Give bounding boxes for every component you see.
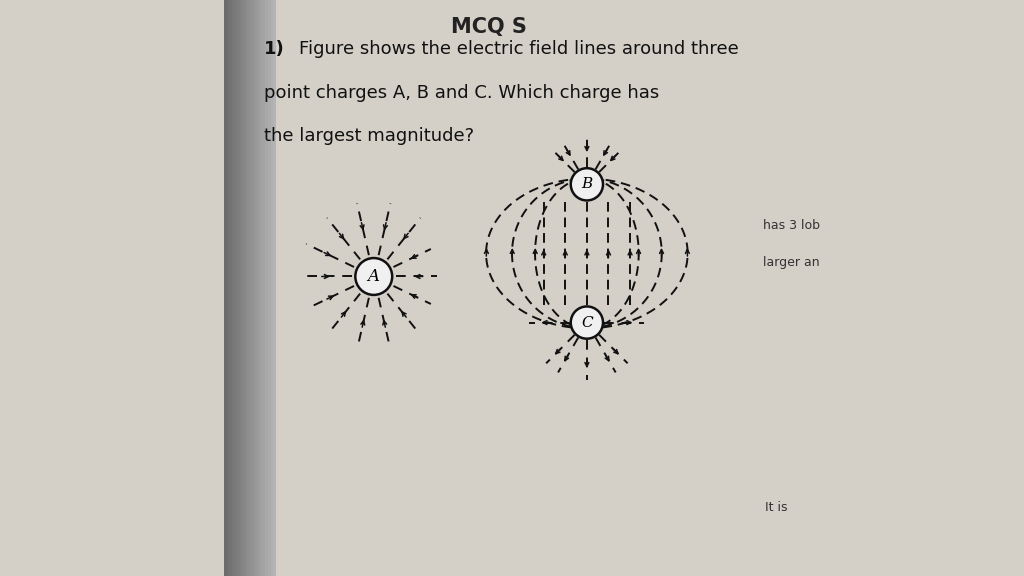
FancyBboxPatch shape <box>226 0 229 576</box>
Text: A: A <box>368 268 380 285</box>
Text: larger an: larger an <box>763 256 819 270</box>
FancyBboxPatch shape <box>242 0 245 576</box>
Text: the largest magnitude?: the largest magnitude? <box>264 127 474 145</box>
Text: C: C <box>581 316 593 329</box>
FancyBboxPatch shape <box>253 0 255 576</box>
FancyBboxPatch shape <box>268 0 270 576</box>
FancyBboxPatch shape <box>245 0 248 576</box>
FancyBboxPatch shape <box>248 0 250 576</box>
FancyBboxPatch shape <box>270 0 273 576</box>
FancyBboxPatch shape <box>255 0 258 576</box>
FancyBboxPatch shape <box>263 0 265 576</box>
FancyBboxPatch shape <box>258 0 260 576</box>
Text: Figure shows the electric field lines around three: Figure shows the electric field lines ar… <box>299 40 738 58</box>
Circle shape <box>570 306 603 339</box>
FancyBboxPatch shape <box>231 0 234 576</box>
FancyBboxPatch shape <box>229 0 231 576</box>
FancyBboxPatch shape <box>224 0 226 576</box>
FancyBboxPatch shape <box>265 0 268 576</box>
FancyBboxPatch shape <box>250 0 253 576</box>
Circle shape <box>355 258 392 295</box>
FancyBboxPatch shape <box>224 0 258 576</box>
FancyBboxPatch shape <box>260 0 263 576</box>
Text: It is: It is <box>765 501 787 514</box>
FancyBboxPatch shape <box>237 0 240 576</box>
Text: 1): 1) <box>264 40 285 58</box>
Circle shape <box>570 168 603 200</box>
Text: B: B <box>582 177 593 191</box>
Text: has 3 lob: has 3 lob <box>763 219 819 232</box>
FancyBboxPatch shape <box>240 0 242 576</box>
Text: point charges A, B and C. Which charge has: point charges A, B and C. Which charge h… <box>264 84 659 101</box>
Text: MCQ S: MCQ S <box>451 17 527 37</box>
FancyBboxPatch shape <box>273 0 275 576</box>
FancyBboxPatch shape <box>234 0 237 576</box>
